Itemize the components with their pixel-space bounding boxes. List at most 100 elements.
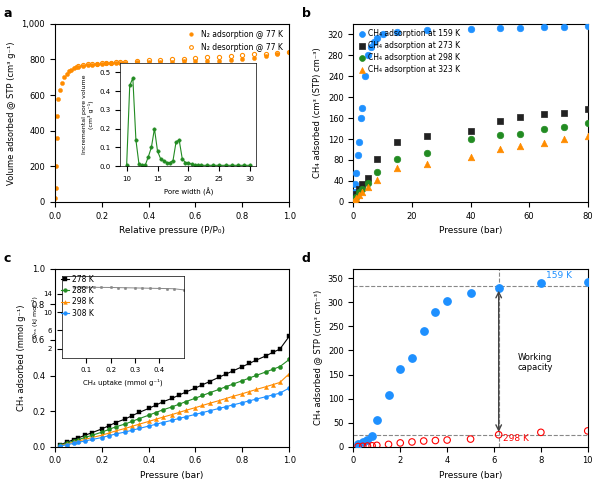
288 K [122,421,129,427]
308 K [192,412,199,417]
298 K [112,428,119,434]
N₂ adsorption @ 77 K [61,75,68,80]
Point [419,437,428,445]
278 K [128,412,136,418]
278 K [159,399,166,405]
298 K [105,430,112,436]
CH₄ adsorption at 273 K [392,138,402,146]
288 K [145,412,152,418]
CH₄ adsorption at 159 K [539,23,548,31]
288 K [56,442,63,448]
288 K [192,395,199,401]
278 K [182,389,190,395]
278 K [56,442,63,448]
Point [466,289,475,297]
298 K [122,426,129,431]
Text: 159 K: 159 K [545,271,572,280]
308 K [152,421,159,427]
Point [353,440,363,448]
Point [384,391,394,399]
CH₄ adsorption at 298 K [350,195,359,203]
CH₄ adsorption at 323 K [350,196,359,204]
288 K [152,410,159,415]
288 K [262,369,269,375]
308 K [269,392,277,398]
N₂ desorption @ 77 K [145,57,152,63]
CH₄ adsorption at 159 K [355,138,364,146]
308 K [206,408,213,414]
CH₄ adsorption at 298 K [422,150,431,157]
CH₄ adsorption at 159 K [366,43,376,51]
CH₄ adsorption at 323 K [560,135,569,143]
298 K [98,432,106,438]
CH₄ adsorption at 323 K [539,139,548,147]
308 K [175,415,182,421]
CH₄ adsorption at 273 K [358,180,367,187]
288 K [70,438,77,444]
278 K [276,346,283,352]
308 K [229,402,236,408]
N₂ adsorption @ 77 K [65,68,73,74]
Text: c: c [3,251,11,264]
N₂ adsorption @ 77 K [239,56,246,62]
CH₄ adsorption at 323 K [349,198,358,206]
N₂ adsorption @ 77 K [74,64,82,70]
CH₄ adsorption at 159 K [350,180,360,187]
308 K [215,406,223,412]
278 K [169,395,176,401]
CH₄ adsorption at 159 K [560,23,569,31]
N₂ adsorption @ 77 K [117,60,124,66]
278 K [286,334,293,339]
Point [494,431,503,439]
CH₄ adsorption at 159 K [515,24,525,32]
278 K [105,423,112,429]
Point [353,443,363,450]
N₂ desorption @ 77 K [203,55,211,60]
278 K [63,439,70,445]
CH₄ adsorption at 273 K [350,194,359,202]
N₂ desorption @ 77 K [74,63,82,69]
298 K [89,434,96,440]
278 K [98,426,106,432]
298 K [229,393,236,399]
N₂ adsorption @ 77 K [274,51,281,57]
288 K [215,387,223,393]
308 K [74,439,82,445]
N₂ adsorption @ 77 K [145,59,152,65]
298 K [206,400,213,406]
CH₄ adsorption at 298 K [539,125,548,132]
Point [395,439,405,447]
298 K [169,412,176,417]
Line: N₂ desorption @ 77 K: N₂ desorption @ 77 K [76,50,291,68]
CH₄ adsorption at 159 K [495,24,505,32]
Point [419,327,428,335]
298 K [269,382,277,388]
278 K [74,435,82,441]
CH₄ adsorption at 298 K [392,155,402,163]
CH₄ adsorption at 273 K [355,185,364,193]
278 K [82,432,89,438]
288 K [136,416,143,422]
CH₄ adsorption at 323 K [358,188,367,196]
Point [367,432,377,440]
CH₄ adsorption at 298 K [349,197,359,205]
CH₄ adsorption at 159 K [356,114,365,122]
288 K [159,407,166,413]
CH₄ adsorption at 273 K [363,174,373,182]
Line: 308 K: 308 K [58,386,291,448]
308 K [56,443,63,449]
CH₄ adsorption at 323 K [466,153,475,161]
CH₄ adsorption at 323 K [349,197,359,205]
Point [372,416,382,424]
298 K [145,418,152,424]
N₂ adsorption @ 77 K [79,63,86,69]
CH₄ adsorption at 273 K [422,132,431,140]
CH₄ adsorption at 298 K [363,179,373,187]
308 K [82,438,89,444]
288 K [269,366,277,372]
CH₄ adsorption at 323 K [349,197,359,205]
278 K [136,410,143,415]
288 K [253,373,260,378]
278 K [70,437,77,443]
CH₄ adsorption at 273 K [349,196,359,204]
